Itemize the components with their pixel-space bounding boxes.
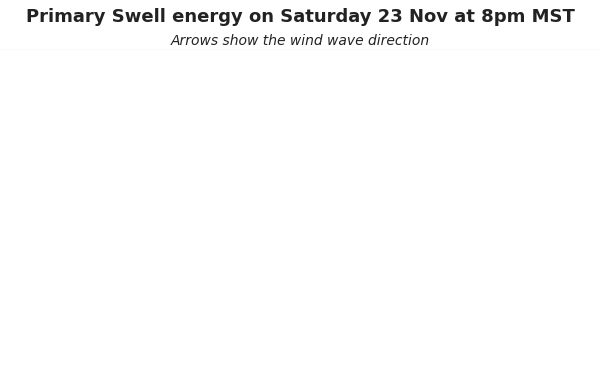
Text: Map requires cartopy: Map requires cartopy: [212, 200, 389, 218]
Text: Primary Swell energy on Saturday 23 Nov at 8pm MST: Primary Swell energy on Saturday 23 Nov …: [26, 8, 575, 27]
Text: Arrows show the wind wave direction: Arrows show the wind wave direction: [171, 34, 430, 48]
